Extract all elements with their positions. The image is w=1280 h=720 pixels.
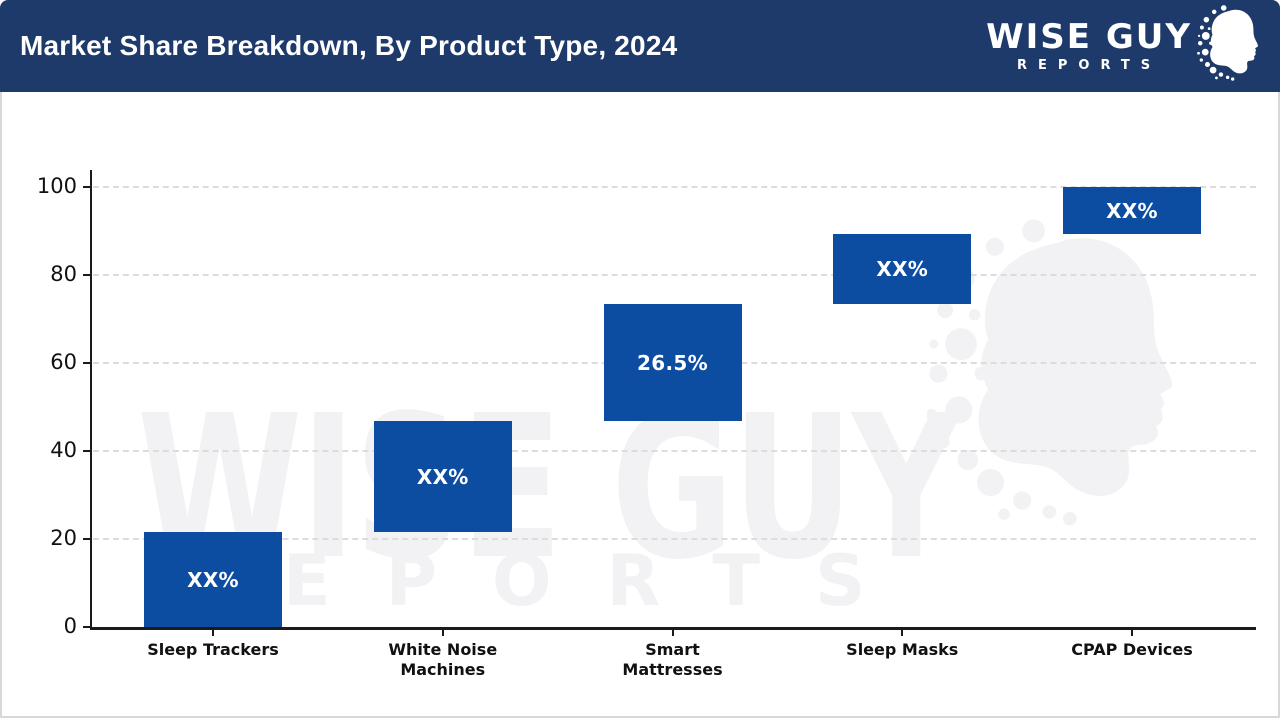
bar-sleep-masks: XX% bbox=[833, 234, 972, 305]
bar-cpap-devices: XX% bbox=[1063, 187, 1201, 235]
gridline-80 bbox=[93, 274, 1256, 276]
y-tick-label-80: 80 bbox=[50, 262, 77, 286]
logo-wordmark: WISE GUY REPORTS bbox=[986, 20, 1192, 72]
y-tick-100 bbox=[83, 186, 90, 188]
logo-line2: REPORTS bbox=[1017, 58, 1162, 73]
y-axis bbox=[90, 170, 92, 627]
x-tick-cpap-devices bbox=[1131, 630, 1133, 636]
logo-line1: WISE GUY bbox=[986, 17, 1192, 57]
x-tick-smart-mattresses bbox=[671, 630, 674, 636]
x-tick-sleep-trackers bbox=[212, 630, 214, 636]
bar-value-label-white-noise-machines: XX% bbox=[416, 464, 469, 489]
y-tick-40 bbox=[83, 450, 90, 452]
y-tick-label-0: 0 bbox=[63, 614, 77, 638]
bar-value-label-sleep-trackers: XX% bbox=[187, 567, 239, 592]
gridline-100 bbox=[93, 186, 1256, 188]
y-tick-label-60: 60 bbox=[50, 350, 77, 374]
x-tick-sleep-masks bbox=[901, 630, 904, 636]
x-tick-label-sleep-trackers: Sleep Trackers bbox=[147, 640, 279, 659]
bar-sleep-trackers: XX% bbox=[144, 532, 282, 627]
bar-white-noise-machines: XX% bbox=[373, 421, 512, 533]
y-tick-80 bbox=[83, 274, 90, 276]
bar-value-label-cpap-devices: XX% bbox=[1106, 198, 1158, 223]
x-tick-label-sleep-masks: Sleep Masks bbox=[846, 640, 959, 659]
bar-value-label-smart-mattresses: 26.5% bbox=[637, 350, 708, 375]
y-tick-label-40: 40 bbox=[50, 438, 77, 462]
x-tick-label-white-noise-machines: White Noise Machines bbox=[388, 640, 498, 679]
watermark-wordmark-line2: REPORTS bbox=[174, 540, 921, 622]
y-tick-20 bbox=[83, 538, 90, 540]
page-title: Market Share Breakdown, By Product Type,… bbox=[20, 30, 678, 61]
gridline-40 bbox=[93, 450, 1256, 452]
bar-value-label-sleep-masks: XX% bbox=[876, 257, 929, 282]
x-tick-label-cpap-devices: CPAP Devices bbox=[1071, 640, 1193, 659]
x-tick-label-smart-mattresses: Smart Mattresses bbox=[622, 640, 723, 679]
y-tick-60 bbox=[83, 362, 90, 364]
gridline-20 bbox=[93, 538, 1256, 540]
y-tick-0 bbox=[83, 626, 90, 628]
y-tick-label-100: 100 bbox=[36, 174, 77, 198]
bar-smart-mattresses: 26.5% bbox=[603, 304, 742, 422]
brand-logo: WISE GUY REPORTS bbox=[986, 4, 1266, 88]
x-tick-white-noise-machines bbox=[441, 630, 444, 636]
y-tick-label-20: 20 bbox=[50, 526, 77, 550]
x-axis bbox=[90, 627, 1256, 630]
chart-panel: WISE GUY REPORTS 0 20 40 60 80 100 XX% Sleep Tr… bbox=[0, 92, 1280, 718]
header-bar: Market Share Breakdown, By Product Type,… bbox=[0, 0, 1280, 92]
